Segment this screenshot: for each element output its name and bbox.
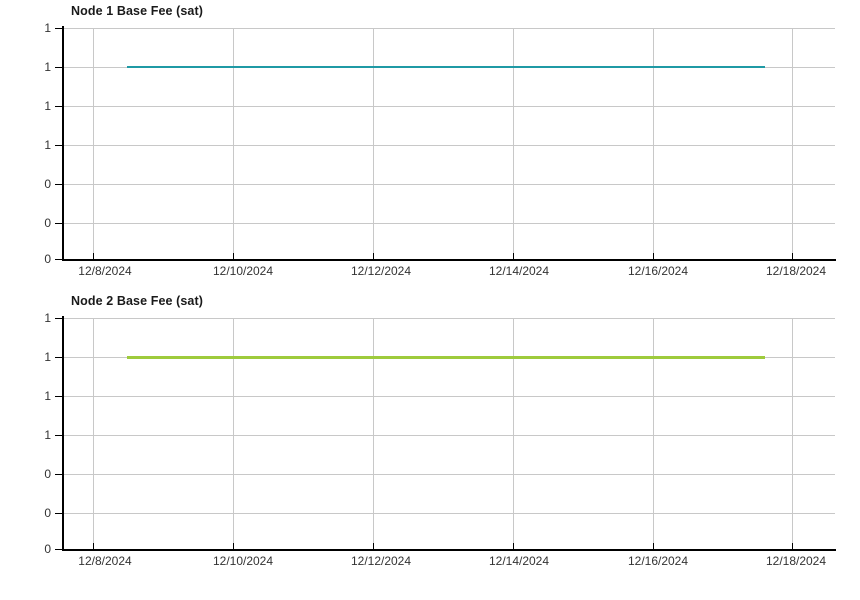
- y-tick-label: 0: [44, 542, 51, 556]
- y-tick-mark: [55, 184, 63, 186]
- gridline-vertical: [513, 28, 514, 259]
- x-tick-mark: [373, 543, 374, 550]
- x-tick-label: 12/10/2024: [212, 554, 274, 568]
- x-tick-mark: [792, 253, 793, 260]
- x-tick-label: 12/18/2024: [765, 554, 827, 568]
- y-tick-label: 0: [44, 467, 51, 481]
- gridline-horizontal: [62, 106, 835, 107]
- gridline-horizontal: [62, 184, 835, 185]
- y-tick-mark: [55, 28, 63, 30]
- y-tick-mark: [55, 396, 63, 398]
- x-tick-label: 12/16/2024: [627, 554, 689, 568]
- y-tick-label: 1: [44, 350, 51, 364]
- y-tick-mark: [55, 549, 63, 551]
- gridline-horizontal: [62, 396, 835, 397]
- y-axis-line: [62, 316, 64, 551]
- x-tick-mark: [653, 253, 654, 260]
- y-tick-mark: [55, 318, 63, 320]
- gridline-horizontal: [62, 318, 835, 319]
- y-tick-mark: [55, 106, 63, 108]
- y-tick-mark: [55, 259, 63, 261]
- gridline-vertical: [233, 318, 234, 549]
- y-tick-mark: [55, 435, 63, 437]
- x-axis-line: [62, 259, 836, 261]
- y-tick-label: 1: [44, 389, 51, 403]
- x-tick-mark: [792, 543, 793, 550]
- x-tick-label: 12/14/2024: [488, 554, 550, 568]
- gridline-horizontal: [62, 223, 835, 224]
- x-axis-line: [62, 549, 836, 551]
- gridline-vertical: [373, 28, 374, 259]
- y-axis-line: [62, 26, 64, 261]
- gridline-vertical: [373, 318, 374, 549]
- x-tick-mark: [233, 543, 234, 550]
- y-tick-label: 1: [44, 99, 51, 113]
- chart-panel-node-1: Node 1 Base Fee (sat): [0, 0, 860, 290]
- gridline-horizontal: [62, 435, 835, 436]
- y-tick-mark: [55, 474, 63, 476]
- gridline-vertical: [233, 28, 234, 259]
- plot-area-node-2: [62, 318, 835, 549]
- gridline-vertical: [653, 318, 654, 549]
- x-tick-label: 12/12/2024: [350, 554, 412, 568]
- x-tick-label: 12/8/2024: [78, 264, 132, 278]
- gridline-horizontal: [62, 28, 835, 29]
- chart-title: Node 1 Base Fee (sat): [71, 4, 204, 18]
- x-tick-mark: [93, 253, 94, 260]
- x-tick-mark: [513, 543, 514, 550]
- gridline-vertical: [513, 318, 514, 549]
- y-tick-label: 1: [44, 60, 51, 74]
- y-tick-mark: [55, 145, 63, 147]
- gridline-horizontal: [62, 474, 835, 475]
- y-tick-label: 0: [44, 506, 51, 520]
- chart-panel-node-2: Node 2 Base Fee (sat): [0, 290, 860, 580]
- y-tick-label: 1: [44, 21, 51, 35]
- y-tick-mark: [55, 67, 63, 69]
- x-tick-mark: [373, 253, 374, 260]
- gridline-horizontal: [62, 145, 835, 146]
- x-tick-label: 12/14/2024: [488, 264, 550, 278]
- y-tick-label: 0: [44, 216, 51, 230]
- gridline-vertical: [792, 28, 793, 259]
- y-tick-label: 1: [44, 138, 51, 152]
- x-tick-label: 12/12/2024: [350, 264, 412, 278]
- y-tick-mark: [55, 513, 63, 515]
- x-tick-label: 12/10/2024: [212, 264, 274, 278]
- chart-title: Node 2 Base Fee (sat): [71, 294, 204, 308]
- y-tick-label: 1: [44, 428, 51, 442]
- y-tick-label: 1: [44, 311, 51, 325]
- y-tick-mark: [55, 357, 63, 359]
- x-tick-mark: [233, 253, 234, 260]
- x-tick-label: 12/8/2024: [78, 554, 132, 568]
- plot-area-node-1: [62, 28, 835, 259]
- x-tick-label: 12/16/2024: [627, 264, 689, 278]
- gridline-horizontal: [62, 513, 835, 514]
- series-line-node-1: [127, 65, 765, 69]
- gridline-vertical: [93, 28, 94, 259]
- series-line-node-2: [127, 356, 765, 359]
- y-tick-label: 0: [44, 177, 51, 191]
- x-tick-mark: [513, 253, 514, 260]
- x-tick-label: 12/18/2024: [765, 264, 827, 278]
- x-tick-mark: [93, 543, 94, 550]
- gridline-vertical: [792, 318, 793, 549]
- y-tick-mark: [55, 223, 63, 225]
- gridline-vertical: [653, 28, 654, 259]
- gridline-vertical: [93, 318, 94, 549]
- x-tick-mark: [653, 543, 654, 550]
- y-tick-label: 0: [44, 252, 51, 266]
